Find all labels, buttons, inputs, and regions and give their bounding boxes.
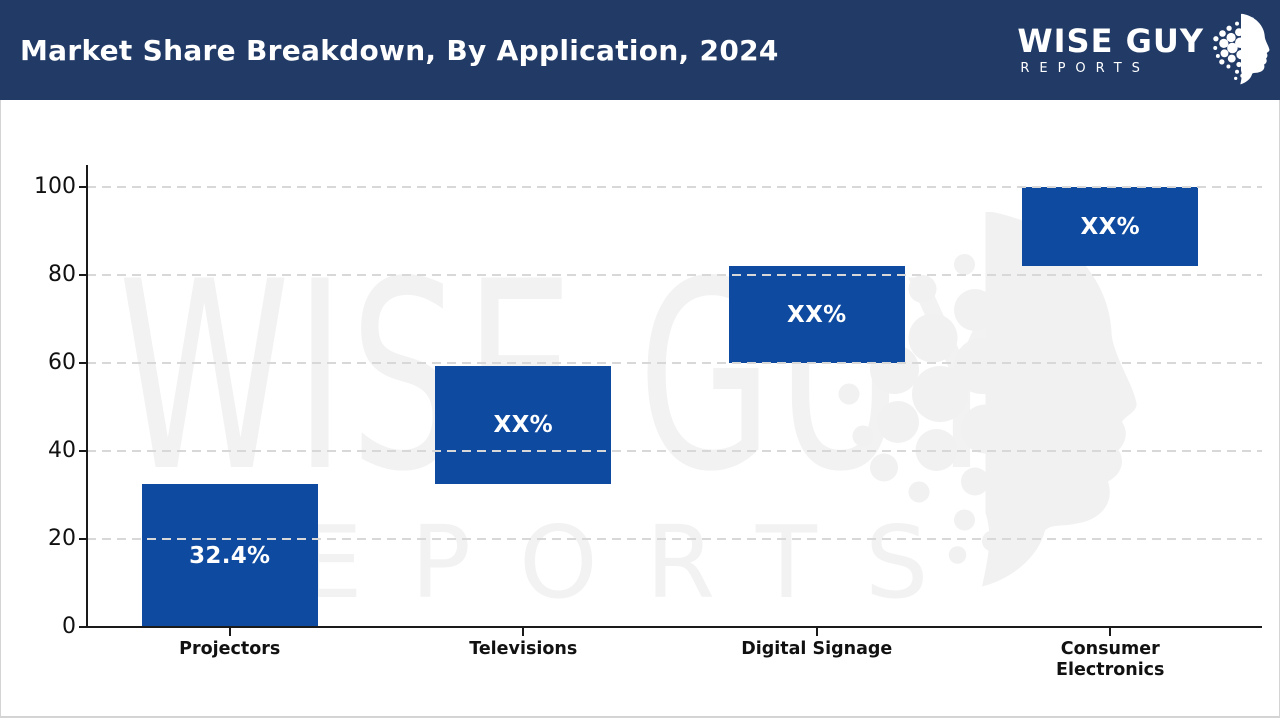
x-axis-tick	[815, 628, 818, 636]
frame-border-bottom	[0, 716, 1280, 718]
x-axis-tick	[228, 628, 231, 636]
y-tick-label: 80	[48, 262, 76, 287]
x-axis-tick	[1109, 628, 1112, 636]
x-tick-label: Projectors	[179, 639, 281, 659]
y-axis-tick	[79, 538, 86, 540]
gridline-y20	[87, 538, 1262, 540]
y-axis-line	[86, 165, 88, 628]
bar-projectors: 32.4%	[141, 484, 318, 627]
y-axis-tick	[79, 274, 86, 276]
bar-value-label: XX%	[493, 412, 553, 439]
gridline-y60	[87, 362, 1262, 364]
gridline-y80	[87, 274, 1262, 276]
logo-brand-text: WISE GUY	[1017, 21, 1204, 60]
brand-logo: WISE GUY REPORTS	[1017, 0, 1272, 100]
x-axis-line	[86, 626, 1262, 628]
x-tick-label: Televisions	[469, 639, 578, 659]
logo-head-icon	[1206, 13, 1272, 87]
chart-title: Market Share Breakdown, By Application, …	[20, 33, 779, 67]
bar-value-label: 32.4%	[189, 542, 271, 569]
bar-consumer-electronics: XX%	[1022, 187, 1199, 267]
y-tick-label: 40	[48, 438, 76, 463]
y-axis-tick	[79, 626, 86, 628]
y-tick-label: 0	[62, 614, 76, 639]
y-axis-tick	[79, 362, 86, 364]
gridline-y100	[87, 186, 1262, 188]
logo-reports-text: REPORTS	[1020, 60, 1150, 76]
bar-digital-signage: XX%	[728, 266, 905, 363]
frame-border-left	[0, 100, 1, 718]
x-tick-label: Digital Signage	[741, 639, 893, 659]
x-axis-tick	[522, 628, 525, 636]
x-tick-label: Consumer Electronics	[1056, 639, 1165, 681]
y-tick-label: 100	[34, 174, 76, 199]
y-axis-tick	[79, 450, 86, 452]
y-tick-label: 20	[48, 526, 76, 551]
bar-televisions: XX%	[435, 365, 612, 485]
bar-value-label: XX%	[787, 301, 847, 328]
gridline-y40	[87, 450, 1262, 452]
y-tick-label: 60	[48, 350, 76, 375]
y-axis-tick	[79, 186, 86, 188]
header-bar: Market Share Breakdown, By Application, …	[0, 0, 1280, 100]
bar-value-label: XX%	[1080, 213, 1140, 240]
